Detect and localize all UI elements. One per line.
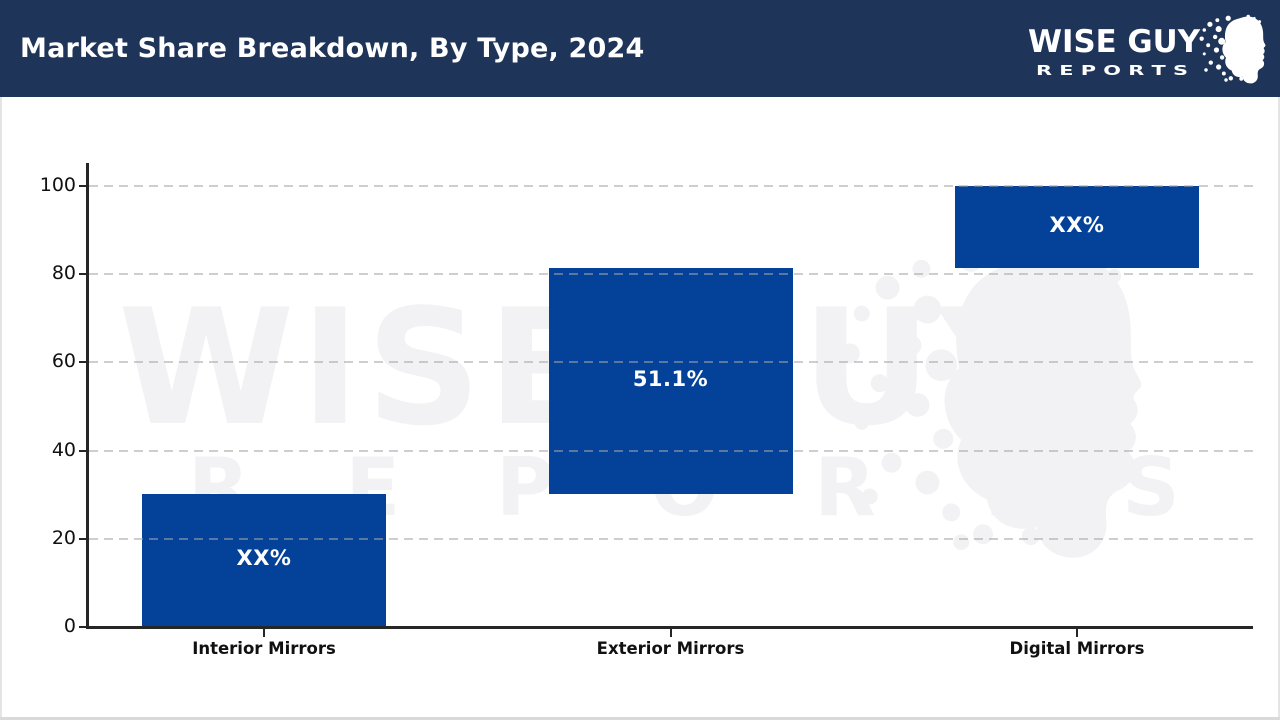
gridline <box>89 449 1253 452</box>
bar <box>955 186 1199 269</box>
y-axis <box>86 163 89 629</box>
x-axis <box>86 626 1253 629</box>
y-tick-label: 80 <box>51 262 76 285</box>
y-tick-label: 60 <box>51 350 76 373</box>
x-tick-mark <box>1076 629 1078 637</box>
x-tick-mark <box>669 629 672 637</box>
x-category-label: Interior Mirrors <box>192 639 336 658</box>
page-title: Market Share Breakdown, By Type, 2024 <box>20 33 645 64</box>
gridline <box>89 273 1253 276</box>
y-tick-label: 0 <box>63 615 76 637</box>
gridline <box>89 361 1253 364</box>
bar <box>142 493 386 627</box>
y-tick-mark <box>79 185 87 187</box>
x-category-label: Digital Mirrors <box>1009 639 1145 658</box>
y-tick-label: 100 <box>39 174 76 196</box>
bar-value-label: XX% <box>1049 213 1105 238</box>
logo-line1: WISE GUY <box>1028 24 1201 60</box>
wiseguy-logo: WISE GUY R E P O R T S <box>1028 14 1266 84</box>
bar <box>548 268 793 494</box>
y-tick-mark <box>79 449 87 452</box>
y-tick-mark <box>79 361 87 364</box>
y-tick-mark <box>79 537 87 540</box>
bar-value-label: XX% <box>236 546 292 571</box>
x-tick-mark <box>263 629 265 637</box>
x-category-label: Exterior Mirrors <box>596 639 745 658</box>
y-tick-mark <box>79 626 87 628</box>
y-tick-label: 40 <box>51 438 76 461</box>
y-tick-label: 20 <box>51 526 76 549</box>
watermark-face-icon <box>828 236 1158 574</box>
y-tick-mark <box>79 273 87 276</box>
header-bar: Market Share Breakdown, By Type, 2024 <box>0 0 1280 97</box>
gridline <box>89 537 1253 540</box>
bar-value-label: 51.1% <box>632 367 709 392</box>
gridline <box>89 185 1253 187</box>
logo-line2: R E P O R T S <box>1036 64 1188 79</box>
logo-face-icon <box>1199 14 1266 84</box>
